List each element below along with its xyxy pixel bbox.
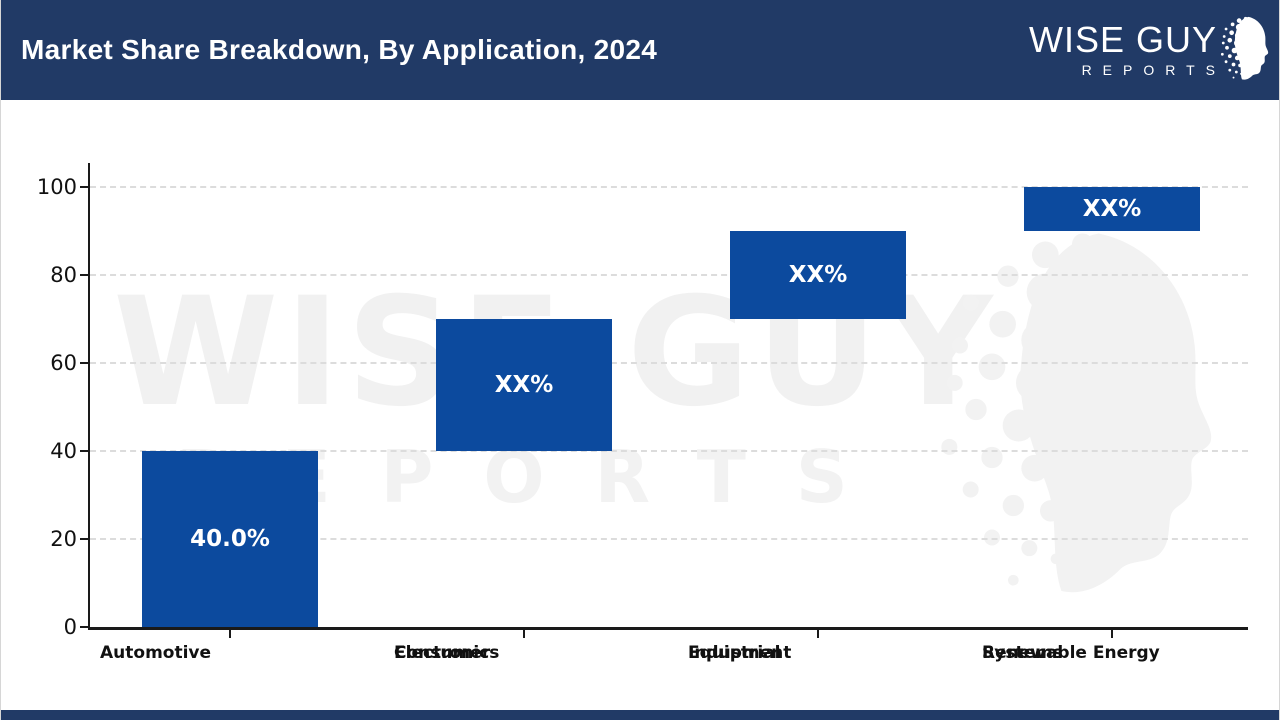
bar-segment: XX% <box>436 319 612 451</box>
y-axis-tick <box>80 274 88 276</box>
bar-value-label: XX% <box>1082 196 1142 222</box>
y-tick-label: 40 <box>50 439 77 463</box>
x-axis-tick <box>229 630 231 638</box>
y-tick-label: 60 <box>50 351 77 375</box>
y-tick-label: 20 <box>50 527 77 551</box>
x-axis-tick <box>523 630 525 638</box>
bar-segment: XX% <box>730 231 906 319</box>
gridline <box>90 274 1248 276</box>
chart-plot-area: WISE GUY REPORTS 0 20 40 60 80 100 40.0% XX% XX… <box>1 100 1279 710</box>
y-axis-tick <box>80 450 88 452</box>
y-tick-label: 80 <box>50 263 77 287</box>
page-title: Market Share Breakdown, By Application, … <box>21 34 658 65</box>
bar-segment: 40.0% <box>142 451 318 627</box>
brand-logo: WISE GUY REPORTS <box>1029 0 1269 100</box>
x-axis-line <box>88 627 1248 630</box>
brand-subname: REPORTS <box>1081 62 1226 78</box>
x-axis-tick <box>817 630 819 638</box>
y-tick-label: 100 <box>36 175 77 199</box>
watermark-head-icon <box>941 233 1212 593</box>
bar-value-label: XX% <box>494 372 554 398</box>
bar-value-label: XX% <box>788 262 848 288</box>
y-axis-tick <box>80 362 88 364</box>
y-axis-line <box>88 163 90 629</box>
y-axis-tick <box>80 538 88 540</box>
gridline <box>90 362 1248 364</box>
head-profile-icon <box>1220 16 1269 80</box>
bar-value-label: 40.0% <box>190 526 270 552</box>
y-tick-label: 0 <box>63 615 77 639</box>
x-axis-tick <box>1111 630 1113 638</box>
gridline <box>90 538 1248 540</box>
header-bar: Market Share Breakdown, By Application, … <box>1 0 1279 100</box>
brand-name: WISE GUY <box>1028 19 1217 60</box>
footer-bar <box>1 710 1279 720</box>
gridline <box>90 186 1248 188</box>
gridline <box>90 450 1248 452</box>
y-axis-tick <box>80 626 88 628</box>
bar-segment: XX% <box>1024 187 1200 231</box>
brand-logo-text: WISE GUY REPORTS <box>1028 19 1217 79</box>
y-axis-tick <box>80 186 88 188</box>
